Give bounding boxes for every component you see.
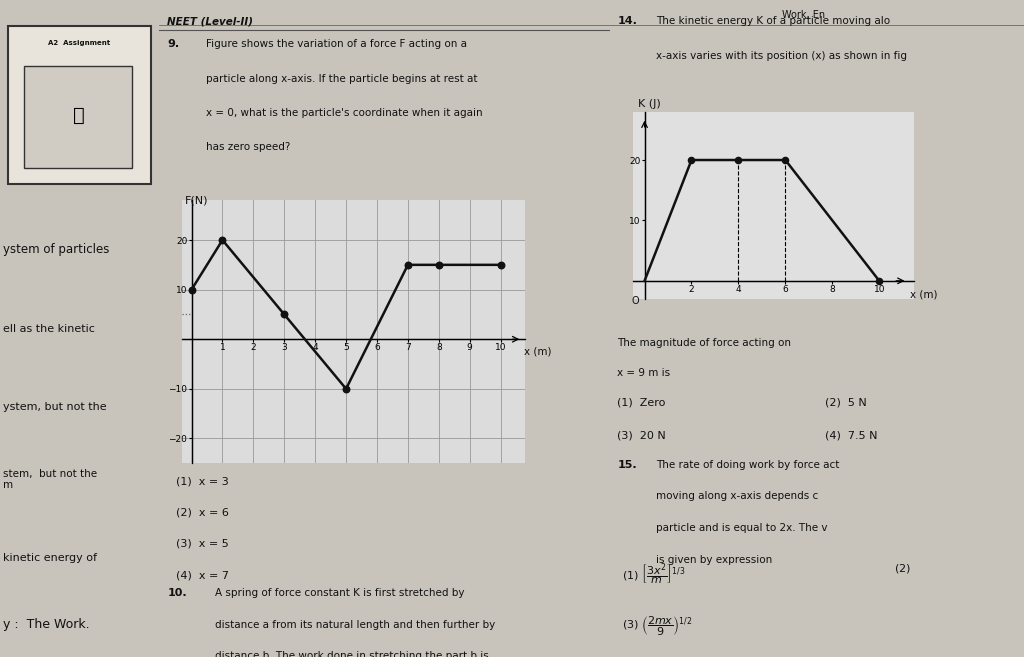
Text: ystem of particles: ystem of particles	[3, 243, 110, 256]
Point	[730, 155, 746, 166]
Text: stem,  but not the
m: stem, but not the m	[3, 469, 97, 490]
Text: has zero speed?: has zero speed?	[206, 142, 291, 152]
Point	[276, 309, 293, 320]
Text: 15.: 15.	[617, 460, 637, 470]
Text: K (J): K (J)	[638, 99, 660, 108]
Point	[777, 155, 794, 166]
Text: kinetic energy of: kinetic energy of	[3, 553, 97, 564]
Text: A2  Assignment: A2 Assignment	[48, 39, 111, 46]
Point	[399, 260, 416, 270]
Text: $(2)$: $(2)$	[894, 562, 911, 575]
Text: x = 9 m is: x = 9 m is	[617, 368, 671, 378]
Text: (1)  x = 3: (1) x = 3	[176, 476, 228, 486]
Text: 9.: 9.	[167, 39, 179, 49]
Text: F(N): F(N)	[185, 195, 209, 206]
FancyBboxPatch shape	[24, 66, 132, 168]
Text: A spring of force constant K is first stretched by: A spring of force constant K is first st…	[215, 588, 465, 598]
Text: (3)  x = 5: (3) x = 5	[176, 539, 228, 549]
Text: is given by expression: is given by expression	[656, 555, 772, 564]
Text: Figure shows the variation of a force F acting on a: Figure shows the variation of a force F …	[206, 39, 467, 49]
Text: The rate of doing work by force act: The rate of doing work by force act	[656, 460, 840, 470]
Text: The kinetic energy K of a particle moving alo: The kinetic energy K of a particle movin…	[656, 16, 891, 26]
Point	[214, 235, 230, 245]
Text: particle along x-axis. If the particle begins at rest at: particle along x-axis. If the particle b…	[206, 74, 478, 83]
Text: (4)  x = 7: (4) x = 7	[176, 570, 229, 580]
Text: x-axis varies with its position (x) as shown in fig: x-axis varies with its position (x) as s…	[656, 51, 907, 60]
Text: x = 0, what is the particle's coordinate when it again: x = 0, what is the particle's coordinate…	[206, 108, 483, 118]
Text: NEET (Level-II): NEET (Level-II)	[167, 16, 253, 26]
Text: The magnitude of force acting on: The magnitude of force acting on	[617, 338, 792, 348]
Point	[683, 155, 699, 166]
Text: $(1)\ \left[\dfrac{3x^2}{m}\right]^{1/3}$: $(1)\ \left[\dfrac{3x^2}{m}\right]^{1/3}…	[622, 562, 685, 588]
Text: (1)  Zero: (1) Zero	[617, 397, 666, 407]
FancyBboxPatch shape	[8, 26, 151, 184]
Text: x (m): x (m)	[909, 290, 937, 300]
Text: Work, En: Work, En	[781, 10, 825, 20]
Text: $(3)\ \left(\dfrac{2mx}{9}\right)^{1/2}$: $(3)\ \left(\dfrac{2mx}{9}\right)^{1/2}$	[622, 614, 692, 638]
Text: (4)  7.5 N: (4) 7.5 N	[825, 430, 878, 440]
Text: moving along x-axis depends c: moving along x-axis depends c	[656, 491, 818, 501]
Point	[338, 384, 354, 394]
Text: ell as the kinetiс: ell as the kinetiс	[3, 323, 95, 334]
Text: distance a from its natural length and then further by: distance a from its natural length and t…	[215, 620, 496, 629]
Text: (2)  x = 6: (2) x = 6	[176, 507, 229, 517]
Text: distance b. The work done in stretching the part b is: distance b. The work done in stretching …	[215, 651, 488, 657]
Text: x (m): x (m)	[523, 347, 551, 357]
Text: particle and is equal to 2x. The v: particle and is equal to 2x. The v	[656, 523, 827, 533]
Text: (2)  5 N: (2) 5 N	[825, 397, 866, 407]
Text: 14.: 14.	[617, 16, 637, 26]
Text: ystem, but not the: ystem, but not the	[3, 402, 106, 413]
Text: y :  The Work.: y : The Work.	[3, 618, 90, 631]
Text: (3)  20 N: (3) 20 N	[617, 430, 666, 440]
Text: 10.: 10.	[167, 588, 187, 598]
Point	[493, 260, 509, 270]
Point	[183, 284, 200, 295]
Text: 📚: 📚	[74, 106, 85, 124]
Point	[871, 275, 888, 286]
Text: O: O	[632, 296, 639, 306]
Point	[430, 260, 446, 270]
